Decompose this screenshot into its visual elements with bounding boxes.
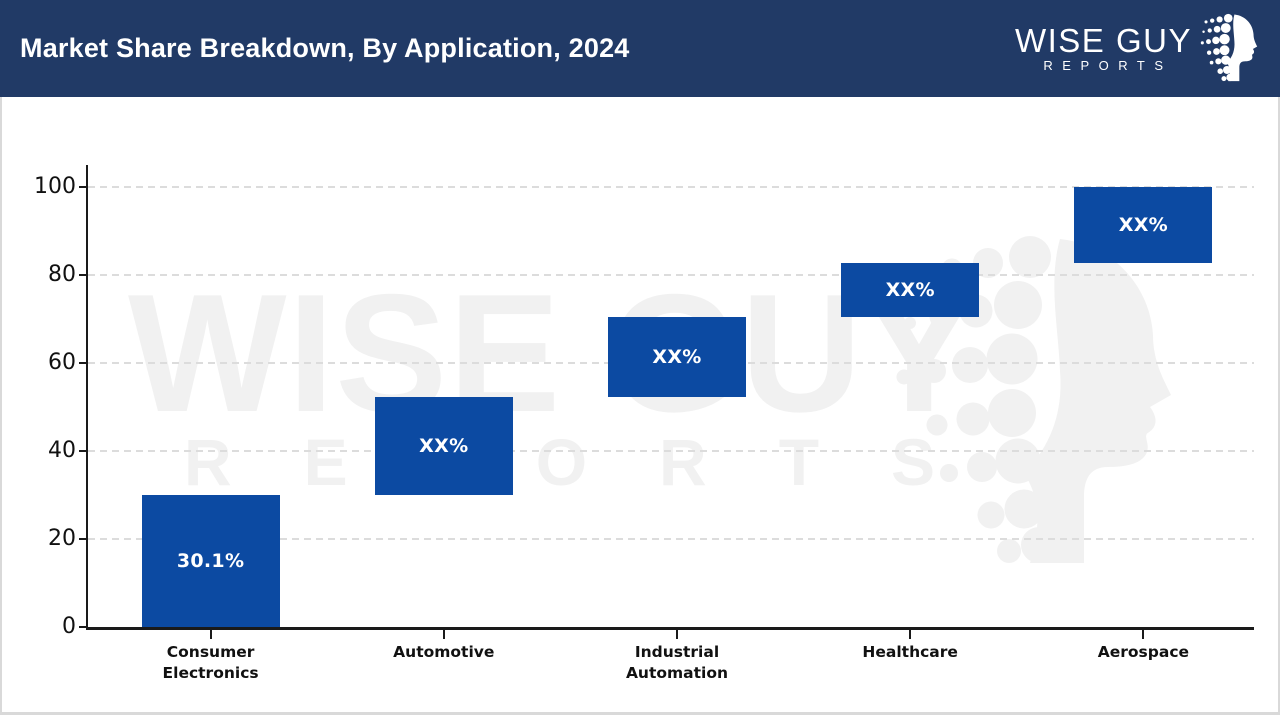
bar-value-label-industrial-automation: XX% bbox=[652, 345, 702, 368]
bar-value-label-consumer-electronics: 30.1% bbox=[176, 549, 245, 572]
gridline-20 bbox=[88, 538, 1254, 540]
bar-industrial-automation: XX% bbox=[608, 316, 746, 397]
x-tick-industrial-automation bbox=[676, 629, 678, 639]
x-category-label-automotive: Automotive bbox=[327, 642, 561, 663]
bar-value-label-aerospace: XX% bbox=[1118, 214, 1169, 237]
y-tick-80 bbox=[79, 274, 88, 276]
bar-consumer-electronics: 30.1% bbox=[141, 494, 280, 627]
logo-wordmark: WISE GUY bbox=[1014, 21, 1192, 59]
bar-healthcare: XX% bbox=[841, 263, 980, 317]
x-category-label-line: Automation bbox=[625, 664, 729, 682]
x-category-label-line: Aerospace bbox=[1097, 643, 1190, 661]
chart-card: WISE GUY REPORTS bbox=[0, 97, 1280, 715]
x-axis-line bbox=[86, 627, 1254, 630]
y-tick-label-80: 80 bbox=[48, 262, 76, 287]
y-tick-0 bbox=[79, 626, 88, 628]
gridline-100 bbox=[88, 186, 1254, 188]
header: Market Share Breakdown, By Application, … bbox=[0, 0, 1280, 97]
x-category-label-line: Consumer bbox=[166, 643, 255, 661]
x-category-label-aerospace: Aerospace bbox=[1026, 642, 1260, 663]
bar-aerospace: XX% bbox=[1074, 187, 1213, 264]
logo-subtitle: REPORTS bbox=[1043, 57, 1173, 73]
x-category-label-line: Electronics bbox=[162, 664, 259, 682]
x-category-label-line: Industrial bbox=[634, 643, 720, 661]
x-tick-healthcare bbox=[909, 629, 912, 639]
y-tick-label-20: 20 bbox=[48, 526, 76, 551]
y-axis-line bbox=[86, 165, 88, 629]
page-title: Market Share Breakdown, By Application, … bbox=[20, 33, 630, 63]
bar-automotive: XX% bbox=[374, 396, 513, 495]
y-tick-label-40: 40 bbox=[48, 438, 76, 463]
watermark-wordmark: WISE GUY bbox=[128, 259, 977, 447]
x-tick-consumer-electronics bbox=[209, 629, 212, 639]
x-category-label-line: Automotive bbox=[393, 643, 495, 661]
y-tick-label-60: 60 bbox=[48, 350, 76, 375]
y-tick-40 bbox=[79, 450, 88, 452]
y-tick-60 bbox=[79, 362, 88, 364]
y-tick-20 bbox=[79, 538, 88, 540]
y-tick-label-0: 0 bbox=[62, 614, 76, 639]
logo-text: WISE GUY REPORTS bbox=[1014, 21, 1192, 74]
x-tick-automotive bbox=[442, 629, 445, 639]
watermark: WISE GUY REPORTS bbox=[2, 97, 1278, 712]
gridline-80 bbox=[88, 274, 1254, 276]
y-tick-label-100: 100 bbox=[34, 174, 76, 199]
bar-value-label-automotive: XX% bbox=[419, 434, 469, 457]
x-category-label-line: Healthcare bbox=[862, 643, 958, 661]
bar-value-label-healthcare: XX% bbox=[885, 278, 935, 301]
x-tick-aerospace bbox=[1142, 629, 1145, 639]
x-category-label-consumer-electronics: Consumer Electronics bbox=[94, 642, 328, 684]
watermark-subtitle: REPORTS bbox=[184, 425, 1008, 499]
gridline-40 bbox=[88, 450, 1254, 452]
x-category-label-industrial-automation: Industrial Automation bbox=[560, 642, 794, 684]
x-category-label-healthcare: Healthcare bbox=[793, 642, 1027, 663]
logo: WISE GUY REPORTS bbox=[1015, 12, 1258, 86]
y-tick-100 bbox=[79, 186, 88, 188]
